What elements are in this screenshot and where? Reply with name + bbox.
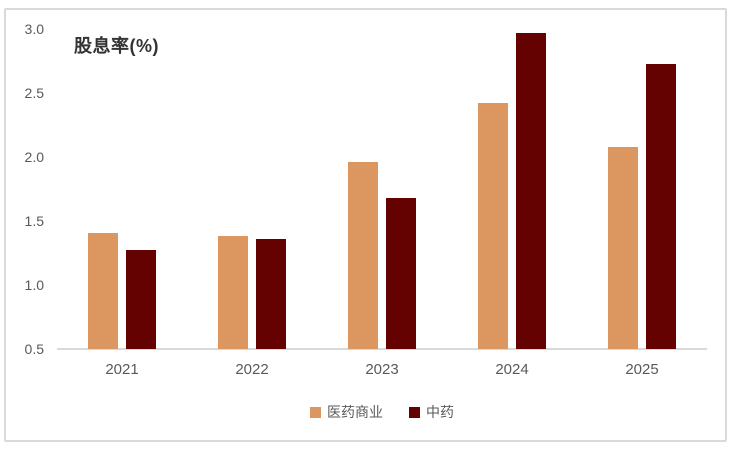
x-tick-label: 2021 xyxy=(105,361,139,378)
bar-医药商业-2023 xyxy=(348,162,378,349)
y-tick-label: 0.5 xyxy=(24,341,44,357)
bar-医药商业-2022 xyxy=(218,236,248,349)
y-tick-label: 2.0 xyxy=(24,149,44,165)
y-tick-label: 2.5 xyxy=(24,85,44,101)
bar-中药-2025 xyxy=(646,64,676,349)
bar-中药-2023 xyxy=(386,198,416,349)
x-tick-label: 2023 xyxy=(365,361,399,378)
bar-医药商业-2025 xyxy=(608,147,638,349)
bar-中药-2024 xyxy=(516,33,546,349)
legend: 医药商业 中药 xyxy=(57,402,707,422)
bar-中药-2021 xyxy=(126,250,156,349)
y-tick-label: 3.0 xyxy=(24,21,44,37)
bar-医药商业-2021 xyxy=(88,233,118,349)
chart-title: 股息率(%) xyxy=(74,36,159,56)
x-tick-label: 2022 xyxy=(235,361,269,378)
legend-item: 医药商业 xyxy=(310,402,383,422)
x-tick-label: 2024 xyxy=(495,361,529,378)
legend-label: 医药商业 xyxy=(327,404,383,420)
legend-item: 中药 xyxy=(409,402,454,422)
bar-医药商业-2024 xyxy=(478,103,508,349)
x-tick-label: 2025 xyxy=(625,361,659,378)
legend-label: 中药 xyxy=(426,404,454,420)
bar-中药-2022 xyxy=(256,239,286,349)
legend-swatch-icon xyxy=(310,406,321,418)
y-tick-label: 1.0 xyxy=(24,277,44,293)
legend-swatch-icon xyxy=(409,406,420,418)
x-axis-line xyxy=(57,348,707,350)
y-tick-label: 1.5 xyxy=(24,213,44,229)
